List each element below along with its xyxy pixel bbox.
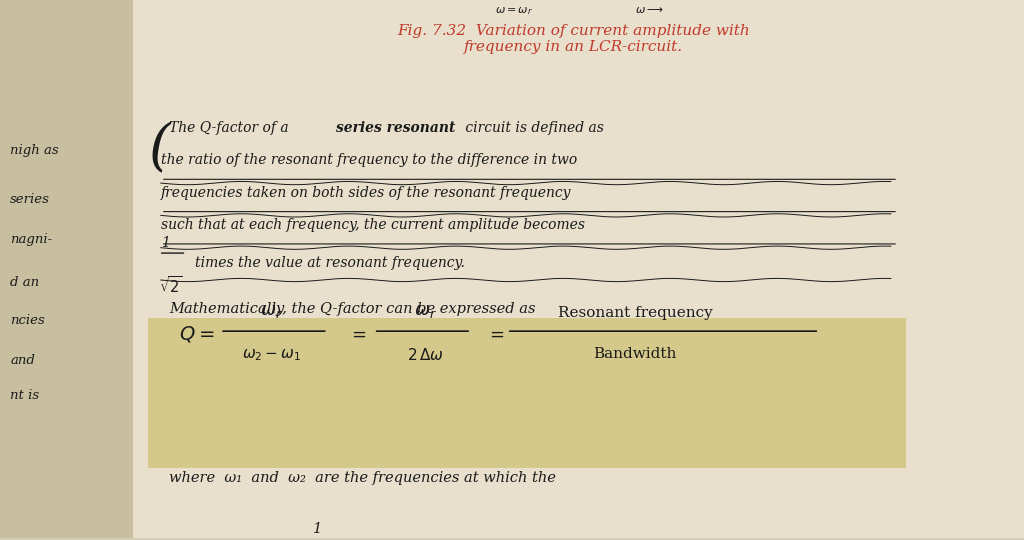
Text: $\sqrt{2}$: $\sqrt{2}$ <box>159 275 182 295</box>
Text: $\omega \longrightarrow$: $\omega \longrightarrow$ <box>635 5 664 15</box>
Text: 1: 1 <box>161 237 170 251</box>
Text: $\omega = \omega_r$: $\omega = \omega_r$ <box>495 5 532 17</box>
Text: $=$: $=$ <box>486 325 505 343</box>
Text: circuit is defined as: circuit is defined as <box>461 121 604 135</box>
Text: nigh as: nigh as <box>10 144 58 157</box>
Text: such that at each frequency, the current amplitude becomes: such that at each frequency, the current… <box>161 218 585 232</box>
Text: Resonant frequency: Resonant frequency <box>557 306 713 320</box>
Text: Bandwidth: Bandwidth <box>593 347 677 361</box>
Text: ncies: ncies <box>10 314 45 327</box>
Text: times the value at resonant frequency.: times the value at resonant frequency. <box>195 256 465 270</box>
Text: 1: 1 <box>312 522 323 536</box>
Text: series: series <box>10 193 50 206</box>
FancyBboxPatch shape <box>133 0 1024 538</box>
Text: $\omega_r$: $\omega_r$ <box>414 302 436 320</box>
Text: $Q = $: $Q = $ <box>179 324 215 344</box>
Text: the ratio of the resonant frequency to the difference in two: the ratio of the resonant frequency to t… <box>161 153 577 167</box>
Text: Fig. 7.32  Variation of current amplitude with
frequency in an LCR-circuit.: Fig. 7.32 Variation of current amplitude… <box>397 24 750 55</box>
FancyBboxPatch shape <box>148 318 906 469</box>
Text: and: and <box>10 354 35 367</box>
FancyBboxPatch shape <box>0 0 133 538</box>
Text: nagni-: nagni- <box>10 233 52 246</box>
Text: series resonant: series resonant <box>336 121 456 135</box>
Text: $\omega_2 - \omega_1$: $\omega_2 - \omega_1$ <box>242 347 301 363</box>
Text: where  ω₁  and  ω₂  are the frequencies at which the: where ω₁ and ω₂ are the frequencies at w… <box>169 471 556 485</box>
Text: The Q-factor of a: The Q-factor of a <box>169 121 293 135</box>
Text: $\omega_r$: $\omega_r$ <box>260 302 283 320</box>
Text: d an: d an <box>10 276 39 289</box>
Text: nt is: nt is <box>10 389 39 402</box>
Text: (: ( <box>148 121 170 176</box>
Text: Mathematically, the Q-factor can be expressed as: Mathematically, the Q-factor can be expr… <box>169 301 536 315</box>
Text: $=$: $=$ <box>348 325 367 343</box>
Text: frequencies taken on both sides of the resonant frequency: frequencies taken on both sides of the r… <box>161 186 571 200</box>
Text: $2\,\Delta\omega$: $2\,\Delta\omega$ <box>407 347 443 363</box>
